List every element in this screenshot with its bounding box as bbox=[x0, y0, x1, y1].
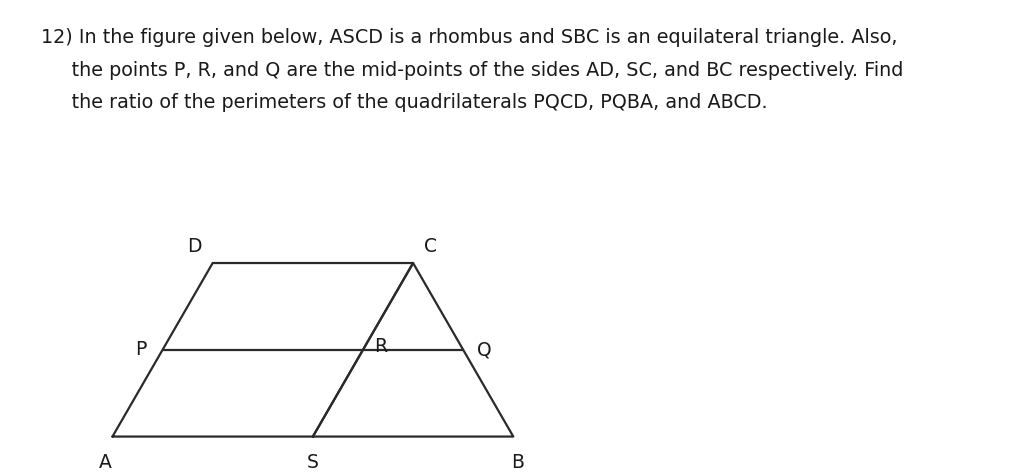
Text: Q: Q bbox=[477, 340, 492, 359]
Text: C: C bbox=[424, 236, 437, 256]
Text: 12) In the figure given below, ASCD is a rhombus and SBC is an equilateral trian: 12) In the figure given below, ASCD is a… bbox=[41, 28, 897, 47]
Text: B: B bbox=[511, 453, 524, 472]
Text: the ratio of the perimeters of the quadrilaterals PQCD, PQBA, and ABCD.: the ratio of the perimeters of the quadr… bbox=[41, 93, 768, 112]
Text: R: R bbox=[374, 337, 387, 356]
Text: S: S bbox=[307, 453, 318, 472]
Text: the points P, R, and Q are the mid-points of the sides AD, SC, and BC respective: the points P, R, and Q are the mid-point… bbox=[41, 61, 903, 79]
Text: P: P bbox=[135, 340, 146, 359]
Text: D: D bbox=[187, 236, 202, 256]
Text: A: A bbox=[98, 453, 112, 472]
